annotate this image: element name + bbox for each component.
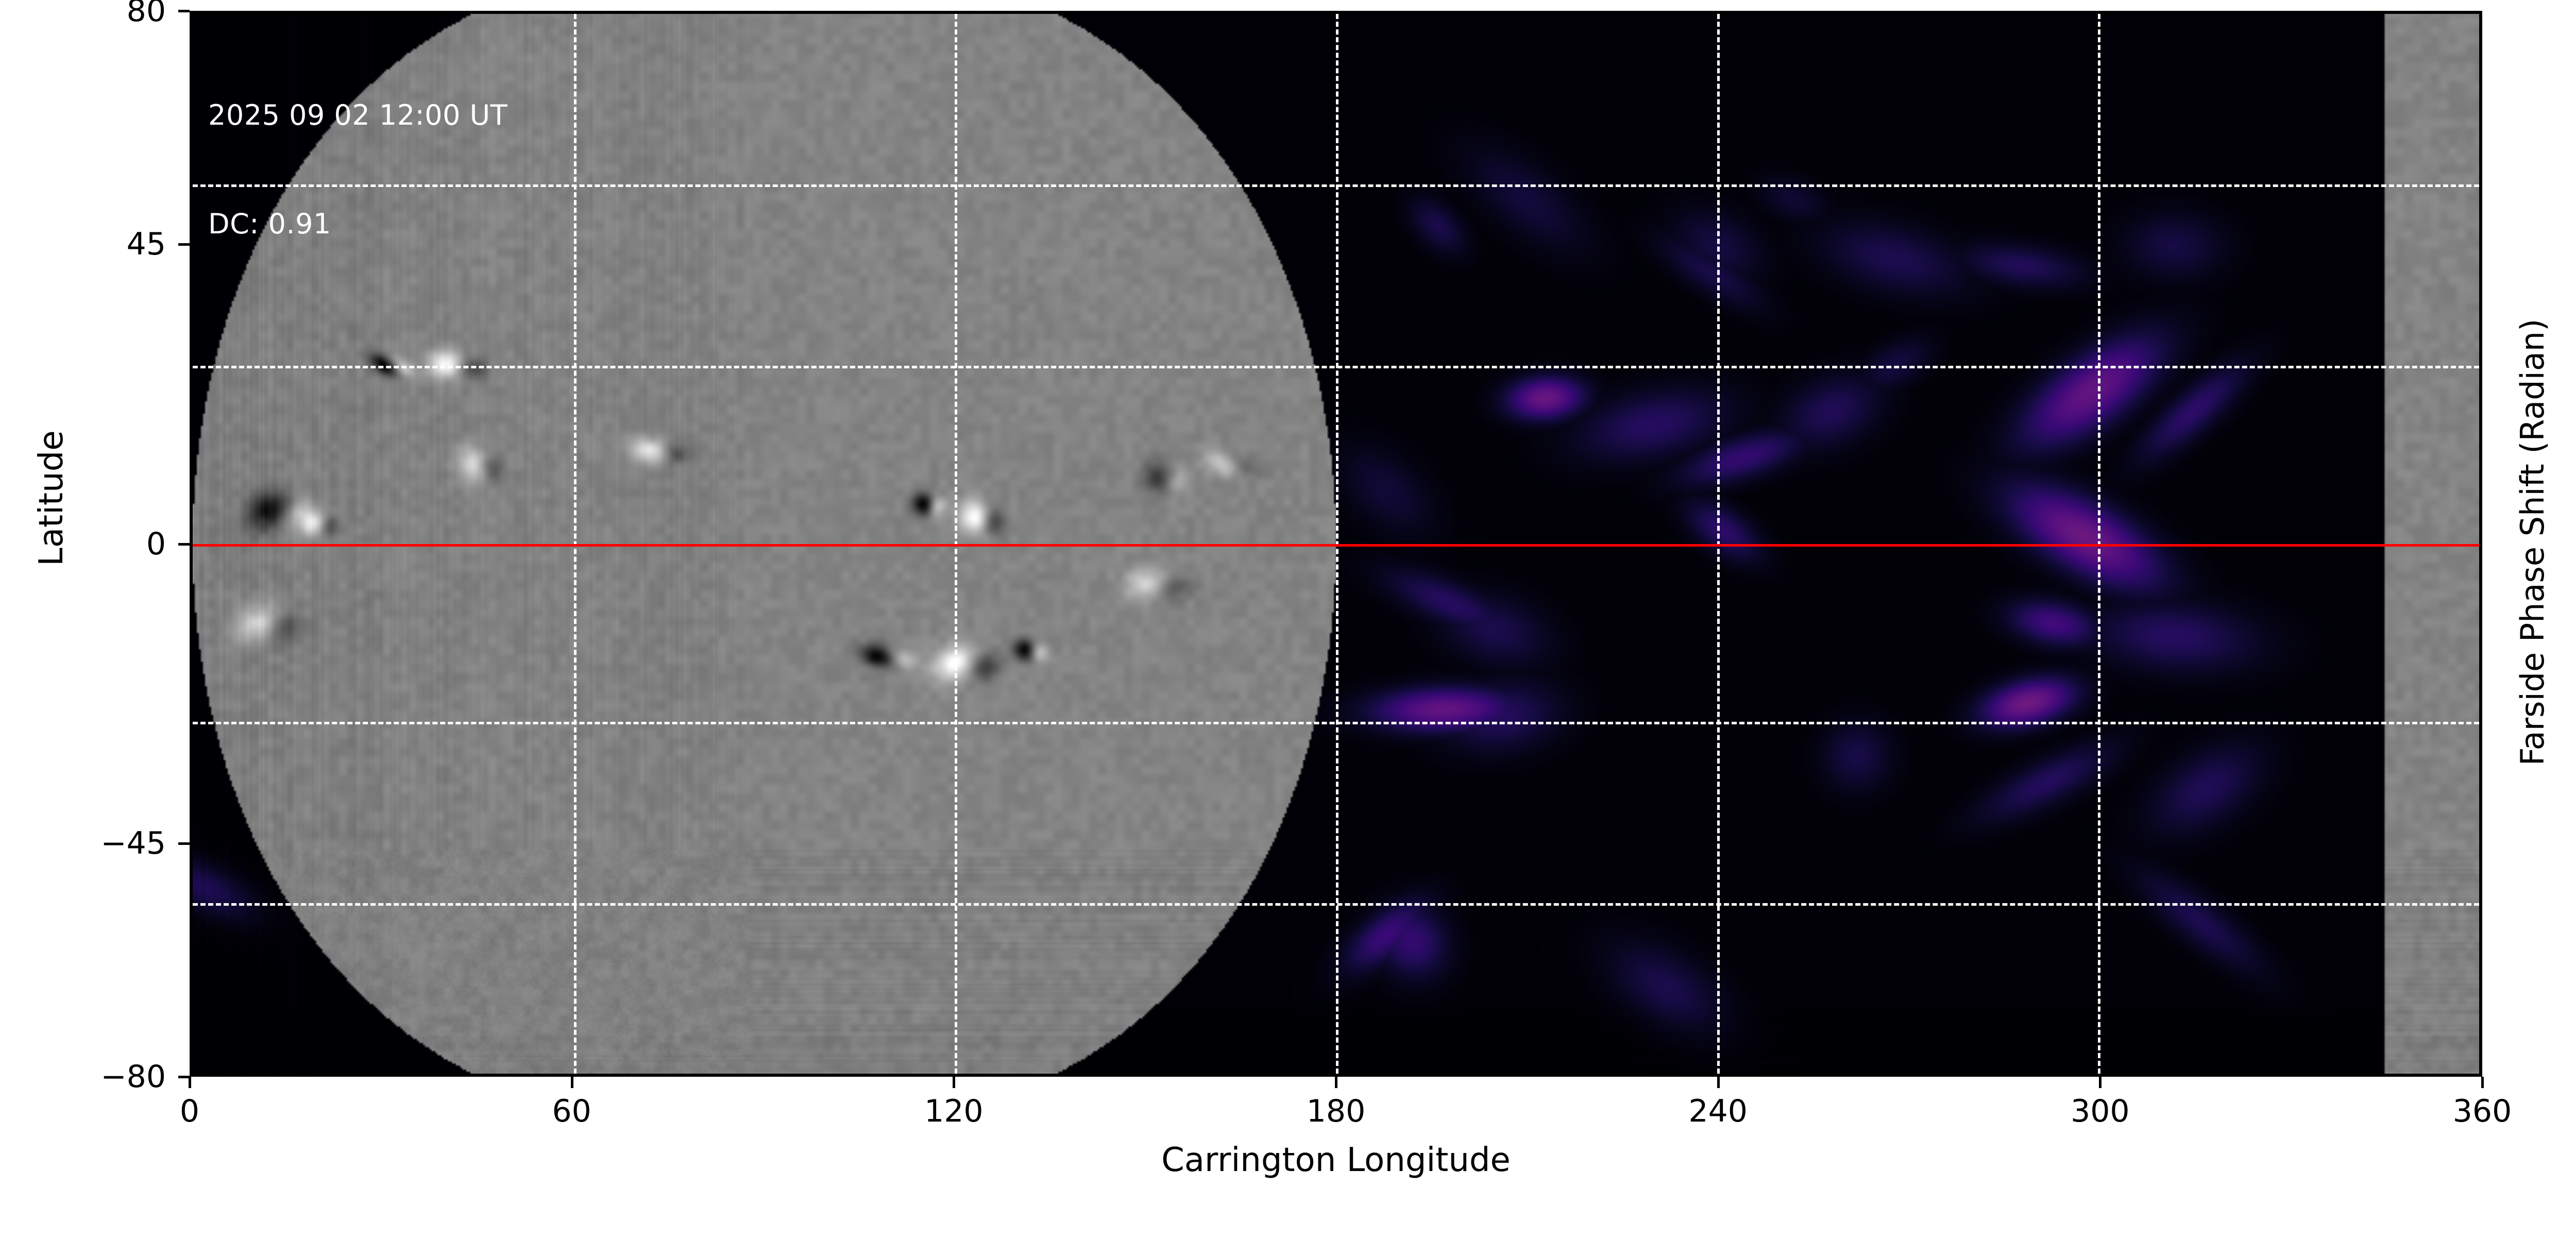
annotation-duty-cycle: DC: 0.91 [208,207,331,240]
x-tick-label: 60 [552,1093,591,1129]
y-tick-mark [178,1076,190,1078]
y-tick-label: 80 [126,0,166,29]
annotation-datetime: 2025 09 02 12:00 UT [208,99,508,132]
x-tick-mark [2099,1077,2102,1088]
y-tick-mark [178,243,190,246]
x-tick-mark [2481,1077,2484,1088]
y-tick-label: −45 [100,825,166,862]
x-tick-mark [1335,1077,1337,1088]
x-tick-label: 180 [1306,1093,1366,1129]
synoptic-map-plot: 2025 09 02 12:00 UT DC: 0.91 [190,11,2482,1077]
y-tick-mark [178,842,190,845]
timestamp-annotation: 2025 09 02 12:00 UT DC: 0.91 [208,25,507,315]
x-tick-mark [1717,1077,1720,1088]
equator-line [193,544,2479,547]
x-axis-label: Carrington Longitude [1161,1141,1511,1179]
x-tick-mark [570,1077,573,1088]
y-tick-label: 0 [146,525,166,562]
x-tick-label: 120 [924,1093,984,1129]
x-tick-label: 0 [179,1093,200,1129]
y-axis-label: Latitude [32,430,71,566]
y-tick-label: −80 [100,1059,166,1095]
x-tick-mark [189,1077,191,1088]
x-tick-label: 360 [2452,1093,2512,1129]
x-tick-label: 300 [2071,1093,2130,1129]
y-tick-label: 45 [126,226,166,262]
farside-colorbar-title: Farside Phase Shift (Radian) [2513,318,2551,766]
y-tick-mark [178,542,190,546]
x-tick-mark [953,1077,956,1088]
y-tick-mark [178,10,190,12]
x-tick-label: 240 [1688,1093,1748,1129]
